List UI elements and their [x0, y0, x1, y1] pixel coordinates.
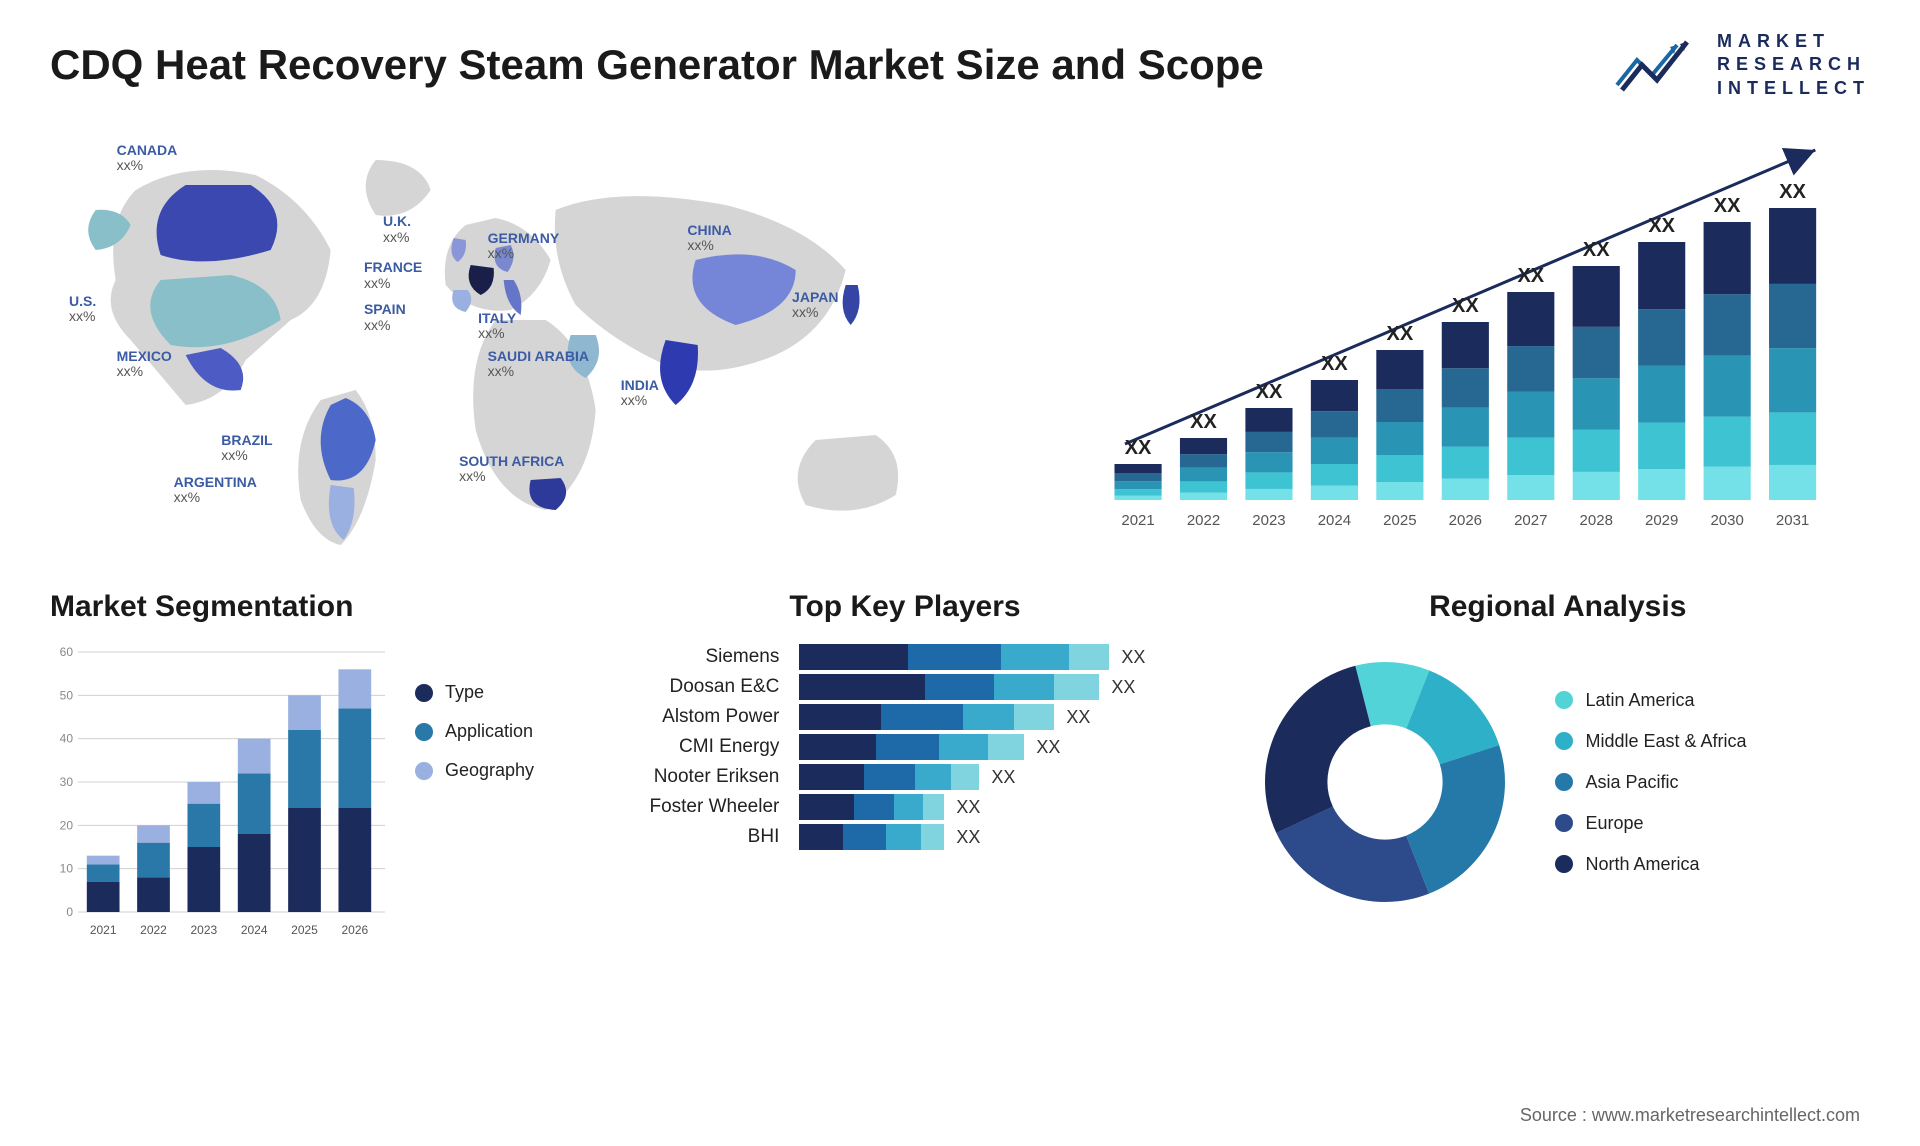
svg-text:XX: XX — [1452, 295, 1479, 317]
svg-text:40: 40 — [60, 732, 74, 746]
svg-text:XX: XX — [1191, 411, 1218, 433]
legend-item: Middle East & Africa — [1555, 731, 1746, 752]
legend-item: Latin America — [1555, 690, 1746, 711]
players-panel: Top Key Players Siemens Doosan E&C Alstom … — [619, 590, 1215, 950]
svg-text:XX: XX — [1714, 195, 1741, 217]
svg-text:XX: XX — [1125, 437, 1152, 459]
logo: MARKET RESEARCH INTELLECT — [1612, 30, 1870, 100]
players-names: Siemens Doosan E&C Alstom Power CMI Energy N… — [619, 642, 779, 852]
svg-text:50: 50 — [60, 689, 74, 703]
legend-item: Application — [415, 721, 534, 742]
svg-text:2021: 2021 — [1122, 512, 1155, 529]
map-label: CANADAxx% — [117, 143, 178, 174]
legend-item: Geography — [415, 760, 534, 781]
svg-text:2030: 2030 — [1711, 512, 1744, 529]
player-name: Nooter Eriksen — [619, 766, 779, 788]
svg-text:2029: 2029 — [1645, 512, 1678, 529]
player-bar-row: XX — [799, 672, 1215, 702]
legend-item: Type — [415, 682, 534, 703]
logo-icon — [1612, 30, 1702, 100]
legend-item: North America — [1555, 854, 1746, 875]
regional-legend: Latin America Middle East & Africa Asia Pa… — [1555, 690, 1746, 875]
svg-text:10: 10 — [60, 862, 74, 876]
logo-text: MARKET RESEARCH INTELLECT — [1717, 30, 1870, 100]
main-forecast-chart: XX 2021 XX 2022 XX 2023 XX 2024 XX 2025 XX 2026 XX 20… — [1061, 130, 1870, 550]
svg-text:2031: 2031 — [1776, 512, 1809, 529]
header: CDQ Heat Recovery Steam Generator Market… — [50, 30, 1870, 100]
map-label: SAUDI ARABIAxx% — [488, 349, 589, 380]
map-label: JAPANxx% — [792, 290, 838, 321]
svg-text:60: 60 — [60, 645, 74, 659]
svg-text:2025: 2025 — [291, 923, 318, 937]
svg-text:30: 30 — [60, 775, 74, 789]
segmentation-title: Market Segmentation — [50, 590, 589, 624]
players-title: Top Key Players — [789, 590, 1215, 624]
map-label: ARGENTINAxx% — [174, 475, 257, 506]
svg-text:0: 0 — [66, 905, 73, 919]
svg-text:2022: 2022 — [1187, 512, 1220, 529]
player-name: CMI Energy — [619, 736, 779, 758]
svg-text:XX: XX — [1583, 239, 1610, 261]
map-label: SOUTH AFRICAxx% — [459, 454, 564, 485]
svg-text:XX: XX — [1321, 353, 1348, 375]
segmentation-chart: 0 10 20 30 40 50 60 2021 2022 2023 2024 2025 2026 — [50, 642, 390, 942]
logo-line1: MARKET — [1717, 30, 1870, 53]
svg-text:2027: 2027 — [1514, 512, 1547, 529]
player-name: Doosan E&C — [619, 676, 779, 698]
svg-text:XX: XX — [1387, 323, 1414, 345]
svg-text:XX: XX — [1780, 181, 1807, 203]
segmentation-panel: Market Segmentation 0 10 20 30 40 50 60 2021 202… — [50, 590, 589, 950]
map-label: U.S.xx% — [69, 294, 96, 325]
regional-title: Regional Analysis — [1245, 590, 1870, 624]
map-label: FRANCExx% — [364, 260, 422, 291]
world-map: CANADAxx% U.S.xx% MEXICOxx% BRAZILxx% ARGENT… — [50, 130, 1001, 550]
svg-text:XX: XX — [1649, 215, 1676, 237]
player-name: BHI — [619, 826, 779, 848]
svg-text:2023: 2023 — [190, 923, 217, 937]
logo-line3: INTELLECT — [1717, 77, 1870, 100]
regional-donut-chart — [1245, 642, 1525, 922]
map-label: CHINAxx% — [687, 223, 731, 254]
logo-line2: RESEARCH — [1717, 53, 1870, 76]
svg-text:2024: 2024 — [1318, 512, 1351, 529]
map-label: GERMANYxx% — [488, 231, 560, 262]
page-title: CDQ Heat Recovery Steam Generator Market… — [50, 41, 1264, 89]
player-bar-row: XX — [799, 732, 1215, 762]
player-name: Siemens — [619, 646, 779, 668]
svg-text:2022: 2022 — [140, 923, 167, 937]
svg-text:2021: 2021 — [90, 923, 117, 937]
player-bar-row: XX — [799, 702, 1215, 732]
svg-text:2023: 2023 — [1253, 512, 1286, 529]
map-label: U.K.xx% — [383, 214, 411, 245]
player-bar-row: XX — [799, 762, 1215, 792]
regional-panel: Regional Analysis Latin America Middle Ea… — [1245, 590, 1870, 950]
player-name: Foster Wheeler — [619, 796, 779, 818]
svg-text:2028: 2028 — [1580, 512, 1613, 529]
player-name: Alstom Power — [619, 706, 779, 728]
segmentation-legend: Type Application Geography — [415, 642, 534, 942]
svg-text:2024: 2024 — [241, 923, 268, 937]
source-text: Source : www.marketresearchintellect.com — [1520, 1105, 1860, 1126]
map-label: MEXICOxx% — [117, 349, 172, 380]
svg-text:2026: 2026 — [341, 923, 368, 937]
players-bars-chart: XXXXXXXXXXXXXX — [799, 642, 1215, 852]
map-label: SPAINxx% — [364, 302, 406, 333]
svg-text:XX: XX — [1518, 265, 1545, 287]
svg-text:20: 20 — [60, 819, 74, 833]
svg-text:2025: 2025 — [1384, 512, 1417, 529]
map-label: BRAZILxx% — [221, 433, 272, 464]
player-bar-row: XX — [799, 792, 1215, 822]
map-label: ITALYxx% — [478, 311, 516, 342]
player-bar-row: XX — [799, 642, 1215, 672]
svg-text:2026: 2026 — [1449, 512, 1482, 529]
map-label: INDIAxx% — [621, 378, 659, 409]
legend-item: Asia Pacific — [1555, 772, 1746, 793]
player-bar-row: XX — [799, 822, 1215, 852]
svg-text:XX: XX — [1256, 381, 1283, 403]
legend-item: Europe — [1555, 813, 1746, 834]
